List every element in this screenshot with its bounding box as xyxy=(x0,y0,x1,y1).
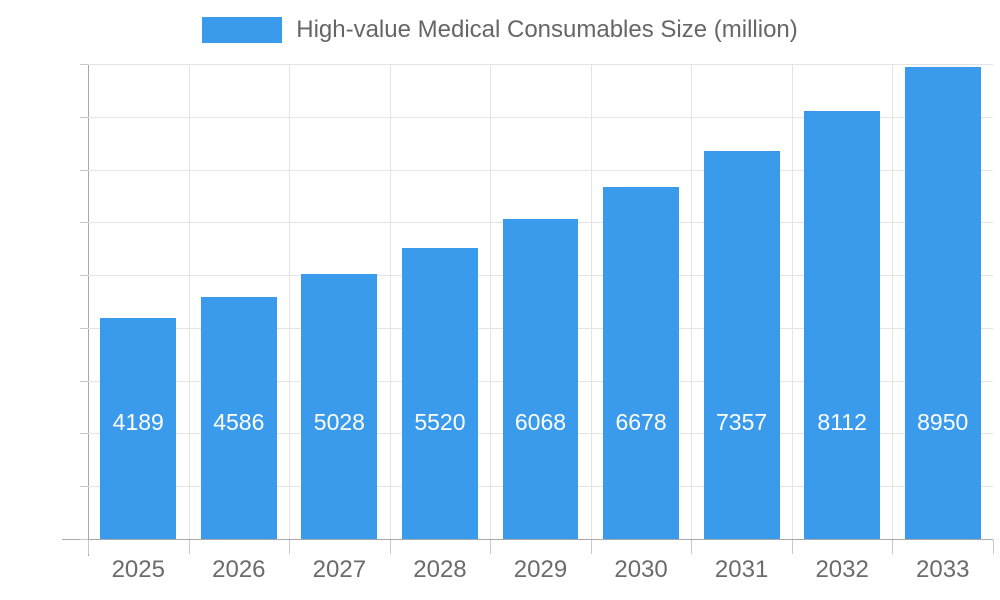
gridline-vertical xyxy=(289,64,291,539)
bar-value-label: 4586 xyxy=(213,409,265,435)
x-axis-tick-label: 2025 xyxy=(111,556,165,583)
x-axis-tick-label: 2026 xyxy=(212,556,266,583)
bar-value-label: 8950 xyxy=(917,409,969,435)
bar-value-label: 7357 xyxy=(716,409,768,435)
gridline-vertical xyxy=(590,64,592,539)
legend-item-high-value-medical-consumables[interactable]: High-value Medical Consumables Size (mil… xyxy=(202,17,798,43)
x-axis-tick-mark xyxy=(892,540,894,554)
bar-2033[interactable]: 8950 xyxy=(904,66,981,539)
gridline-vertical xyxy=(389,64,391,539)
y-axis-tick-mark xyxy=(80,222,88,224)
x-axis-tick-label: 2029 xyxy=(513,556,568,583)
bar-value-label: 6068 xyxy=(514,409,567,435)
bar-2030[interactable]: 6678 xyxy=(603,186,679,539)
bar-2026[interactable]: 4586 xyxy=(200,296,277,539)
x-axis-tick-label: 2028 xyxy=(413,556,467,583)
x-axis-line xyxy=(62,539,993,540)
legend-label: High-value Medical Consumables Size (mil… xyxy=(296,16,798,43)
bar-2029[interactable]: 6068 xyxy=(502,218,579,539)
x-axis-tick-mark xyxy=(490,540,492,554)
y-axis-tick-mark xyxy=(80,169,88,171)
bar-value-label: 5520 xyxy=(414,409,466,435)
y-axis-tick-mark xyxy=(80,433,88,435)
y-axis-tick-mark xyxy=(80,64,88,65)
x-axis-tick-mark xyxy=(590,540,592,554)
x-axis-tick-mark xyxy=(791,540,793,554)
legend-swatch-icon xyxy=(202,17,283,43)
gridline-vertical xyxy=(691,64,693,539)
x-axis-tick-label: 2031 xyxy=(714,556,769,583)
gridline-vertical xyxy=(892,64,894,539)
y-axis-tick-mark xyxy=(80,275,88,277)
bar-2031[interactable]: 7357 xyxy=(703,150,780,539)
bar-2028[interactable]: 5520 xyxy=(401,247,478,539)
bar-2027[interactable]: 5028 xyxy=(301,273,378,539)
bar-value-label: 8112 xyxy=(817,409,867,435)
gridline-horizontal xyxy=(88,116,993,118)
gridline-vertical xyxy=(490,64,492,539)
gridline-vertical xyxy=(188,64,190,539)
y-axis-tick-mark xyxy=(80,539,88,540)
x-axis-tick-mark xyxy=(993,540,994,554)
x-axis-tick-label: 2032 xyxy=(815,556,869,583)
x-axis-tick-label: 2030 xyxy=(614,556,668,583)
bar-2025[interactable]: 4189 xyxy=(100,317,177,539)
y-axis-tick-mark xyxy=(80,486,88,488)
bar-value-label: 4189 xyxy=(112,409,164,435)
gridline-horizontal xyxy=(88,169,993,171)
y-axis-line xyxy=(88,64,89,556)
gridline-horizontal xyxy=(88,64,993,65)
x-axis-tick-mark xyxy=(188,540,190,554)
y-axis-tick-mark xyxy=(80,116,88,118)
chart-legend: High-value Medical Consumables Size (mil… xyxy=(0,12,1000,48)
x-axis-tick-label: 2033 xyxy=(916,556,970,583)
bar-value-label: 6678 xyxy=(615,409,667,435)
gridline-vertical xyxy=(791,64,793,539)
bar-2032[interactable]: 8112 xyxy=(804,110,881,539)
x-axis-tick-mark xyxy=(88,540,89,554)
y-axis-tick-mark xyxy=(80,380,88,382)
y-axis-tick-mark xyxy=(80,327,88,329)
x-axis-tick-label: 2027 xyxy=(312,556,367,583)
x-axis-tick-mark xyxy=(691,540,693,554)
plot-area: 4189 4586 5028 5520 6068 6678 7357 8112 8950 xyxy=(88,64,993,539)
bar-value-label: 5028 xyxy=(313,409,365,435)
x-axis-tick-mark xyxy=(389,540,391,554)
x-axis-tick-mark xyxy=(289,540,291,554)
